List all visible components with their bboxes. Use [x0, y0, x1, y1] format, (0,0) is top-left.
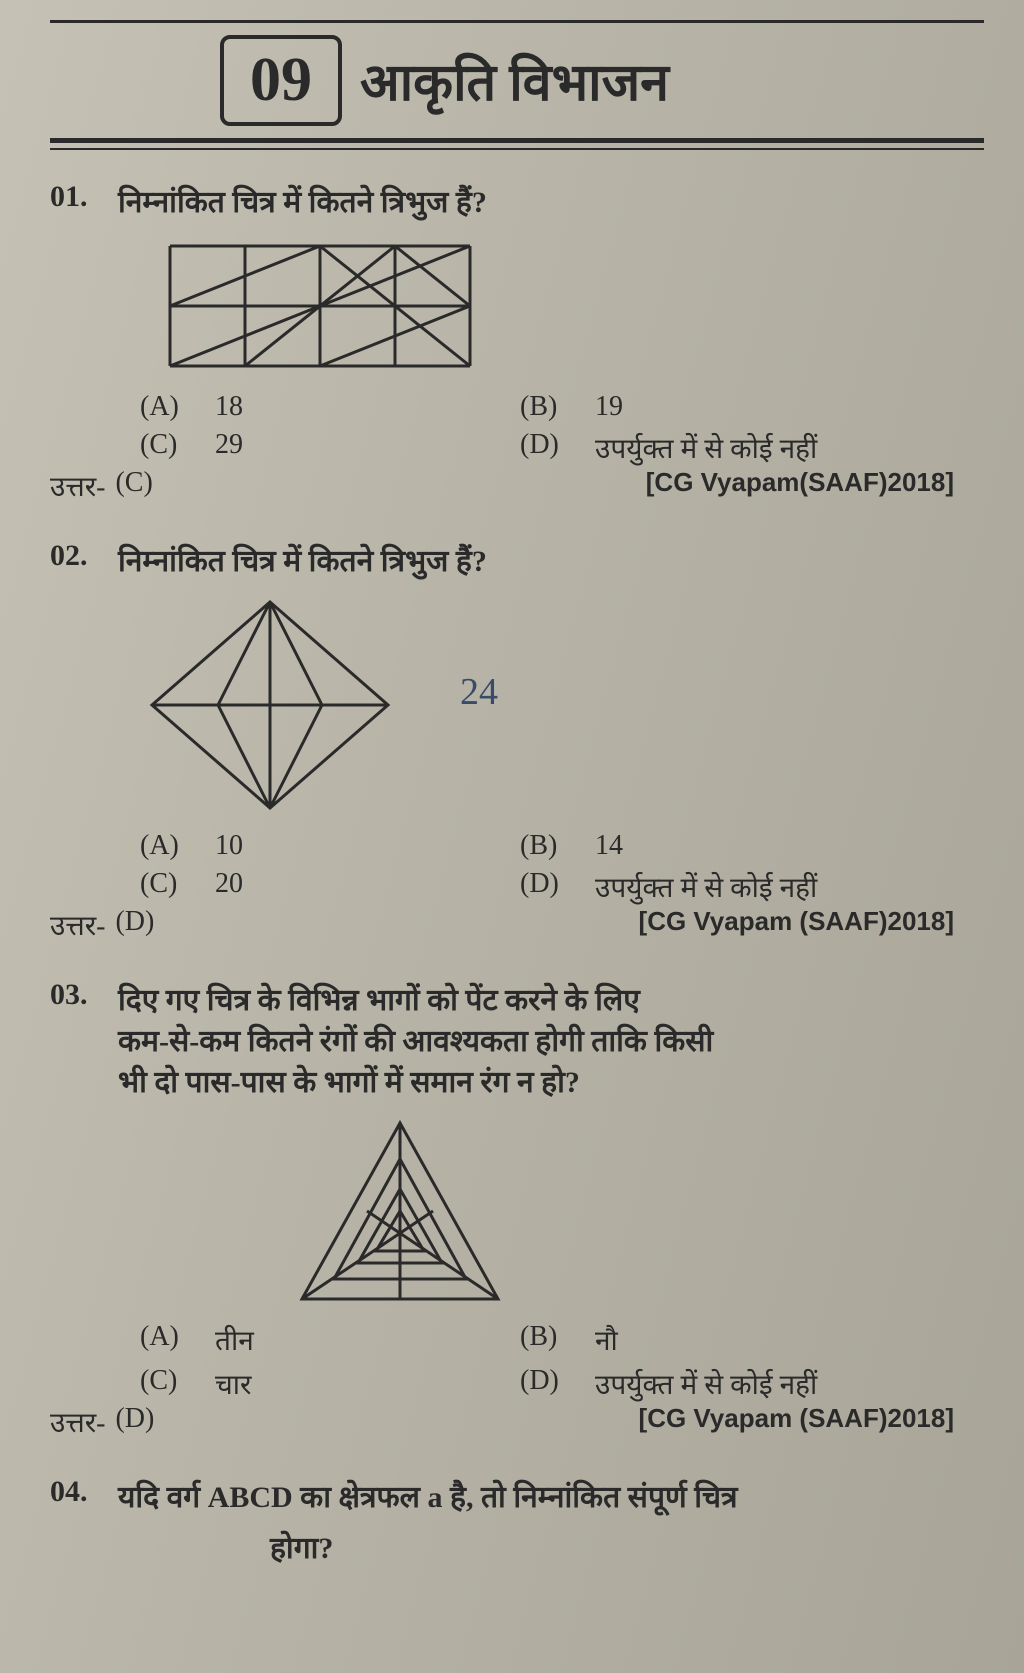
q2-optC-val: 20	[215, 868, 243, 906]
q2-optB: (B)14	[520, 830, 940, 862]
q1-optC: (C)29	[140, 429, 520, 467]
q1-optD: (D)उपर्युक्त में से कोई नहीं	[520, 429, 940, 467]
q3-text-l1: दिए गए चित्र के विभिन्न भागों को पेंट कर…	[118, 978, 713, 1019]
q4-number: 04.	[50, 1475, 104, 1509]
q1-figure	[140, 231, 984, 381]
q3-optD: (D)उपर्युक्त में से कोई नहीं	[520, 1365, 940, 1403]
q3-optC: (C)चार	[140, 1365, 520, 1403]
q1-optA: (A)18	[140, 391, 520, 423]
q2-options: (A)10 (B)14 (C)20 (D)उपर्युक्त में से को…	[140, 830, 984, 906]
q3-options: (A)तीन (B)नौ (C)चार (D)उपर्युक्त में से …	[140, 1321, 984, 1403]
q2-handwritten: 24	[460, 670, 498, 714]
q1-ans: (C)	[115, 467, 152, 505]
q3-source: [CG Vyapam (SAAF)2018]	[639, 1403, 954, 1441]
q2-source: [CG Vyapam (SAAF)2018]	[639, 906, 954, 944]
q4: 04. यदि वर्ग ABCD का क्षेत्रफल a है, तो …	[50, 1475, 984, 1516]
chapter-title: आकृति विभाजन	[360, 45, 669, 116]
q1-optB-val: 19	[595, 391, 623, 423]
q2-ans: (D)	[115, 906, 154, 944]
q1-ans-label: उत्तर-	[50, 467, 105, 505]
q4-fragment: होगा?	[270, 1526, 984, 1567]
q1-text: निम्नांकित चित्र में कितने त्रिभुज हैं?	[118, 180, 487, 221]
q2-optD-val: उपर्युक्त में से कोई नहीं	[595, 868, 817, 906]
q3-optB: (B)नौ	[520, 1321, 940, 1359]
q3-text-l2: कम-से-कम कितने रंगों की आवश्यकता होगी ता…	[118, 1019, 713, 1060]
q2-text: निम्नांकित चित्र में कितने त्रिभुज हैं?	[118, 539, 487, 580]
q3: 03. दिए गए चित्र के विभिन्न भागों को पें…	[50, 978, 984, 1101]
top-rule	[50, 20, 984, 23]
q1-number: 01.	[50, 180, 104, 214]
header-rule	[50, 138, 984, 150]
q1-source: [CG Vyapam(SAAF)2018]	[646, 467, 954, 505]
q2-optA-val: 10	[215, 830, 243, 862]
q3-optB-val: नौ	[595, 1321, 618, 1359]
q1-optD-val: उपर्युक्त में से कोई नहीं	[595, 429, 817, 467]
q3-answer-row: उत्तर- (D) [CG Vyapam (SAAF)2018]	[50, 1403, 984, 1441]
q2-optD: (D)उपर्युक्त में से कोई नहीं	[520, 868, 940, 906]
q2-figure: 24	[140, 590, 984, 820]
chapter-header: 09 आकृति विभाजन	[220, 35, 984, 126]
q2-answer-row: उत्तर- (D) [CG Vyapam (SAAF)2018]	[50, 906, 984, 944]
q3-optA-val: तीन	[215, 1321, 254, 1359]
q3-optC-val: चार	[215, 1365, 251, 1403]
chapter-number: 09	[220, 35, 342, 126]
q1-optC-val: 29	[215, 429, 243, 467]
q3-ans-label: उत्तर-	[50, 1403, 105, 1441]
q3-text-l3: भी दो पास-पास के भागों में समान रंग न हो…	[118, 1060, 713, 1101]
q2-optA: (A)10	[140, 830, 520, 862]
q3-optA: (A)तीन	[140, 1321, 520, 1359]
q4-text: यदि वर्ग ABCD का क्षेत्रफल a है, तो निम्…	[118, 1475, 738, 1516]
q2-ans-label: उत्तर-	[50, 906, 105, 944]
q2: 02. निम्नांकित चित्र में कितने त्रिभुज ह…	[50, 539, 984, 580]
q1-optA-val: 18	[215, 391, 243, 423]
q1-options: (A)18 (B)19 (C)29 (D)उपर्युक्त में से को…	[140, 391, 984, 467]
q1-optB: (B)19	[520, 391, 940, 423]
q3-ans: (D)	[115, 1403, 154, 1441]
q2-number: 02.	[50, 539, 104, 573]
q3-figure	[290, 1111, 984, 1311]
q1: 01. निम्नांकित चित्र में कितने त्रिभुज ह…	[50, 180, 984, 221]
q3-optD-val: उपर्युक्त में से कोई नहीं	[595, 1365, 817, 1403]
q2-optB-val: 14	[595, 830, 623, 862]
q2-optC: (C)20	[140, 868, 520, 906]
q1-answer-row: उत्तर- (C) [CG Vyapam(SAAF)2018]	[50, 467, 984, 505]
q3-number: 03.	[50, 978, 104, 1012]
